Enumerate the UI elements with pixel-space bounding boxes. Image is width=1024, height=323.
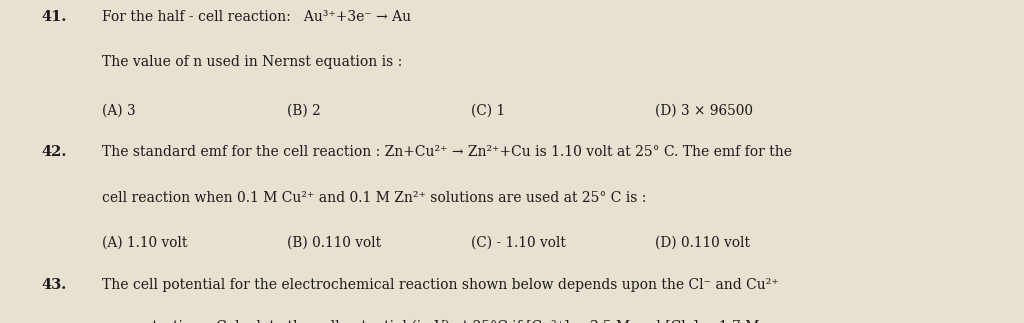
Text: (D) 3 × 96500: (D) 3 × 96500 xyxy=(655,103,754,117)
Text: (A) 3: (A) 3 xyxy=(102,103,136,117)
Text: For the half - cell reaction:   Au³⁺+3e⁻ → Au: For the half - cell reaction: Au³⁺+3e⁻ →… xyxy=(102,10,412,24)
Text: The standard emf for the cell reaction : Zn+Cu²⁺ → Zn²⁺+Cu is 1.10 volt at 25° C: The standard emf for the cell reaction :… xyxy=(102,145,793,159)
Text: The cell potential for the electrochemical reaction shown below depends upon the: The cell potential for the electrochemic… xyxy=(102,278,779,292)
Text: (C) 1: (C) 1 xyxy=(471,103,505,117)
Text: The value of n used in Nernst equation is :: The value of n used in Nernst equation i… xyxy=(102,55,402,69)
Text: (D) 0.110 volt: (D) 0.110 volt xyxy=(655,236,751,250)
Text: cell reaction when 0.1 M Cu²⁺ and 0.1 M Zn²⁺ solutions are used at 25° C is :: cell reaction when 0.1 M Cu²⁺ and 0.1 M … xyxy=(102,191,647,204)
Text: (B) 2: (B) 2 xyxy=(287,103,321,117)
Text: 43.: 43. xyxy=(41,278,67,292)
Text: (C) - 1.10 volt: (C) - 1.10 volt xyxy=(471,236,566,250)
Text: (A) 1.10 volt: (A) 1.10 volt xyxy=(102,236,187,250)
Text: 42.: 42. xyxy=(41,145,67,159)
Text: 41.: 41. xyxy=(41,10,67,24)
Text: (B) 0.110 volt: (B) 0.110 volt xyxy=(287,236,381,250)
Text: concentrations. Calculate the cell potential (in V) at 25°C if [Cu²⁺] = 3.5 M an: concentrations. Calculate the cell poten… xyxy=(102,320,764,323)
